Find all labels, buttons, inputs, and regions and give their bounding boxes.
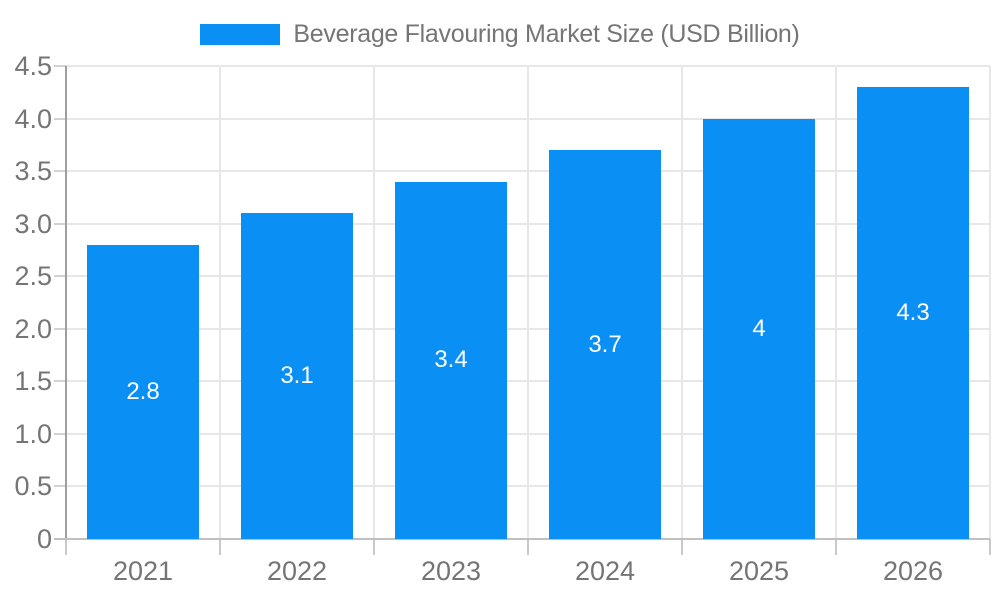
- bar-value-label: 4: [752, 314, 766, 342]
- x-axis-tick: [835, 539, 837, 555]
- y-axis-tick: [54, 65, 66, 67]
- bar-2025[interactable]: 4: [703, 118, 815, 539]
- x-axis-tick: [373, 539, 375, 555]
- y-axis-tick-label: 0: [36, 524, 52, 554]
- y-axis-tick: [54, 222, 66, 225]
- y-axis-tick-label: 1.5: [14, 366, 52, 397]
- bar-value-label: 3.4: [434, 346, 468, 374]
- bar-2024[interactable]: 3.7: [549, 150, 661, 539]
- gridline-vertical: [835, 66, 837, 539]
- bar-2026[interactable]: 4.3: [857, 87, 969, 539]
- x-axis-tick-label: 2021: [112, 556, 174, 586]
- y-axis-tick-label: 1.0: [14, 418, 52, 449]
- y-axis-tick-label: 0.5: [14, 471, 52, 502]
- gridline-vertical: [373, 66, 375, 539]
- y-axis-tick: [54, 170, 66, 173]
- x-axis-tick: [65, 539, 67, 555]
- legend-swatch: [200, 23, 281, 45]
- y-axis-tick-label: 4.0: [14, 103, 52, 134]
- bar-2023[interactable]: 3.4: [395, 181, 507, 539]
- legend-label: Beverage Flavouring Market Size (USD Bil…: [293, 19, 800, 48]
- y-axis-tick-label: 3.0: [14, 208, 52, 239]
- x-axis-tick: [219, 539, 221, 555]
- bar-value-label: 2.8: [126, 377, 160, 405]
- x-axis-tick-label: 2023: [420, 556, 482, 586]
- bar-2022[interactable]: 3.1: [241, 213, 353, 539]
- x-axis-tick: [989, 539, 991, 555]
- gridline-vertical: [219, 66, 221, 539]
- y-axis-tick-label: 3.5: [14, 156, 52, 187]
- y-axis-tick-label: 4.5: [14, 51, 52, 81]
- y-axis-tick: [54, 432, 66, 435]
- x-axis-tick: [681, 539, 683, 555]
- bar-value-label: 3.7: [588, 330, 622, 358]
- y-axis-tick-label: 2.5: [14, 261, 52, 292]
- y-axis-tick-label: 2.0: [14, 313, 52, 344]
- x-axis-line: [54, 538, 990, 540]
- y-axis-line: [65, 66, 67, 539]
- x-axis-tick-label: 2022: [266, 556, 328, 586]
- x-axis-tick-label: 2024: [574, 556, 636, 586]
- x-axis-tick-label: 2026: [882, 556, 944, 586]
- bar-2021[interactable]: 2.8: [87, 244, 199, 539]
- gridline-vertical: [527, 66, 529, 539]
- y-axis-tick: [54, 275, 66, 278]
- gridline-vertical: [681, 66, 683, 539]
- y-axis-tick: [54, 117, 66, 120]
- gridline-vertical: [989, 66, 991, 539]
- y-axis-tick: [54, 327, 66, 330]
- bar-value-label: 3.1: [280, 362, 314, 390]
- x-axis-tick-label: 2025: [728, 556, 790, 586]
- x-axis-tick: [527, 539, 529, 555]
- legend[interactable]: Beverage Flavouring Market Size (USD Bil…: [0, 16, 1000, 52]
- bar-value-label: 4.3: [896, 299, 930, 326]
- y-axis-tick: [54, 485, 66, 488]
- y-axis-tick: [54, 380, 66, 383]
